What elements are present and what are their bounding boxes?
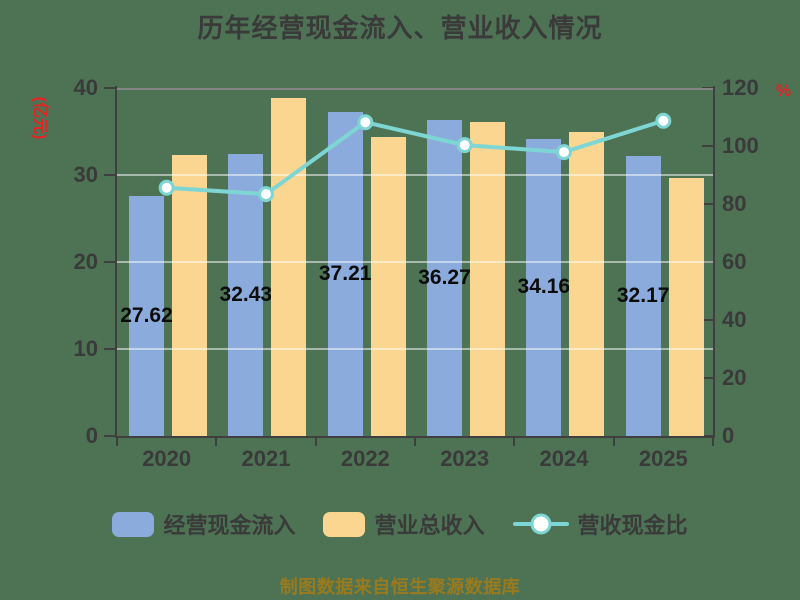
axis-bottom xyxy=(115,436,715,438)
left-tick-30 xyxy=(104,174,117,176)
bar-revenue-2024 xyxy=(569,132,605,436)
year-group-2020: 27.62 xyxy=(117,88,216,436)
right-tick-20 xyxy=(702,377,713,379)
right-tick-label-120: 120 xyxy=(722,75,759,100)
bar-value-label-2022: 37.21 xyxy=(318,262,372,286)
ratio-line-layer xyxy=(158,112,672,203)
bar-revenue-2021 xyxy=(271,97,307,436)
bar-value-label-2021: 32.43 xyxy=(219,282,273,306)
x-tick-3 xyxy=(414,438,416,446)
year-group-2025: 32.17 xyxy=(614,88,713,436)
bar-cash-2020 xyxy=(129,195,164,436)
bar-revenue-2025 xyxy=(668,178,704,436)
ratio-line-marker xyxy=(530,513,551,535)
right-tick-100 xyxy=(702,145,713,147)
right-tick-80 xyxy=(702,203,713,205)
x-tick-label-2025: 2025 xyxy=(638,446,688,471)
bar-value-label-2020: 27.62 xyxy=(120,303,173,327)
legend-item-revenue: 营业总收入 xyxy=(323,508,485,540)
left-tick-40 xyxy=(104,87,117,89)
year-group-2024: 34.16 xyxy=(514,88,613,436)
ratio-marker-2021 xyxy=(258,186,274,203)
gridline-10 xyxy=(117,348,713,350)
bar-cash-2025 xyxy=(625,156,661,436)
ratio-line xyxy=(166,118,664,197)
left-tick-10 xyxy=(104,348,117,350)
ratio-marker-2022 xyxy=(357,114,374,131)
left-tick-label-40: 40 xyxy=(73,75,98,100)
cash-swatch xyxy=(112,511,155,537)
legend-label-ratio: 营收现金比 xyxy=(577,513,688,538)
ratio-marker-2024 xyxy=(556,144,572,161)
legend-label-cash: 经营现金流入 xyxy=(163,513,296,538)
revenue-swatch xyxy=(323,511,366,537)
right-tick-label-80: 80 xyxy=(722,191,747,216)
ratio-marker-2025 xyxy=(655,112,672,129)
legend-label-revenue: 营业总收入 xyxy=(374,513,485,538)
left-tick-label-30: 30 xyxy=(73,162,98,187)
right-axis-unit-label: % xyxy=(776,81,792,100)
bar-cash-2021 xyxy=(228,153,264,436)
gridline-20 xyxy=(117,261,713,263)
x-tick-label-2021: 2021 xyxy=(241,446,291,471)
plot-area: 27.62 32.43 37.21 36.27 34.16 32.17 xyxy=(117,88,713,436)
bar-cash-2022 xyxy=(327,112,363,436)
year-group-2022: 37.21 xyxy=(316,88,415,436)
year-group-2023: 36.27 xyxy=(415,88,514,436)
legend-item-cash: 经营现金流入 xyxy=(112,508,295,540)
x-tick-label-2024: 2024 xyxy=(539,446,589,471)
bar-value-label-2023: 36.27 xyxy=(418,266,471,290)
bar-cash-2024 xyxy=(526,138,562,436)
ratio-marker-2020 xyxy=(158,179,175,196)
right-tick-label-100: 100 xyxy=(722,133,759,158)
x-tick-1 xyxy=(215,438,218,446)
x-tick-label-2023: 2023 xyxy=(440,446,490,471)
axis-right xyxy=(713,86,715,438)
year-group-2021: 32.43 xyxy=(216,88,315,436)
x-tick-6 xyxy=(712,438,714,446)
chart-title: 历年经营现金流入、营业收入情况 xyxy=(197,13,603,43)
left-tick-label-0: 0 xyxy=(85,423,98,448)
bar-revenue-2022 xyxy=(370,136,406,436)
left-tick-label-20: 20 xyxy=(73,249,98,274)
right-tick-label-20: 20 xyxy=(722,365,747,390)
x-tick-4 xyxy=(513,438,516,446)
ratio-line-swatch xyxy=(512,513,569,535)
x-tick-label-2022: 2022 xyxy=(340,446,390,471)
x-tick-5 xyxy=(612,438,615,446)
ratio-marker-2023 xyxy=(456,137,473,154)
bar-value-label-2025: 32.17 xyxy=(616,284,670,308)
left-tick-20 xyxy=(104,261,117,263)
legend-item-ratio: 营收现金比 xyxy=(512,508,688,540)
bar-cash-2023 xyxy=(427,120,462,436)
right-tick-40 xyxy=(702,319,713,321)
left-axis-unit-label: (亿元) xyxy=(31,96,48,140)
bar-revenue-2020 xyxy=(172,155,207,436)
right-tick-label-40: 40 xyxy=(722,307,747,332)
x-tick-0 xyxy=(116,438,118,446)
gridline-top xyxy=(117,88,713,90)
gridline-30 xyxy=(117,174,713,176)
right-tick-label-60: 60 xyxy=(722,249,747,274)
right-tick-0 xyxy=(702,435,713,437)
left-tick-0 xyxy=(104,435,117,437)
left-tick-label-10: 10 xyxy=(73,336,98,361)
bar-value-label-2024: 34.16 xyxy=(517,275,571,299)
legend: 经营现金流入 营业总收入 营收现金比 xyxy=(0,508,800,540)
x-tick-2 xyxy=(314,438,317,446)
footer-note: 制图数据来自恒生聚源数据库 xyxy=(279,577,521,597)
x-tick-label-2020: 2020 xyxy=(142,446,192,471)
right-tick-label-0: 0 xyxy=(722,423,735,448)
